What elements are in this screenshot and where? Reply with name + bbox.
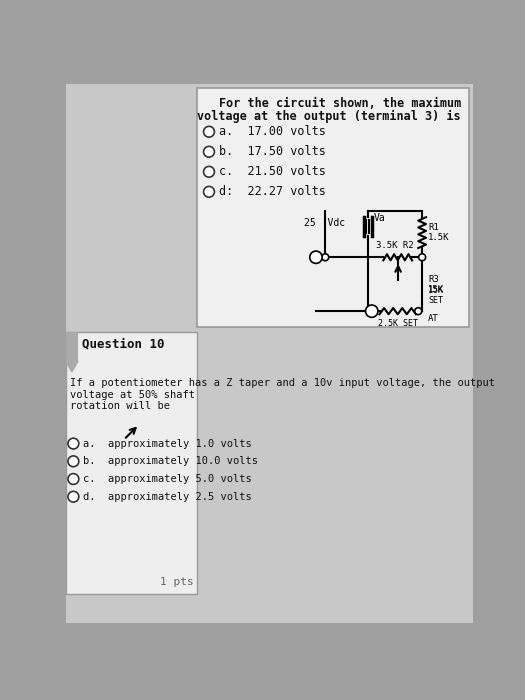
Text: c.  21.50 volts: c. 21.50 volts: [219, 165, 326, 178]
Circle shape: [68, 456, 79, 467]
Text: For the circuit shown, the maximum: For the circuit shown, the maximum: [218, 97, 461, 110]
Circle shape: [204, 146, 214, 158]
Text: Question 10: Question 10: [82, 338, 164, 351]
Text: R1
1.5K: R1 1.5K: [428, 223, 450, 242]
Circle shape: [310, 251, 322, 263]
Text: b.  17.50 volts: b. 17.50 volts: [219, 146, 326, 158]
Text: 2.5K SET: 2.5K SET: [377, 319, 418, 328]
Circle shape: [204, 126, 214, 137]
Circle shape: [418, 254, 426, 260]
Circle shape: [68, 491, 79, 502]
Text: AT: AT: [428, 314, 439, 323]
Circle shape: [415, 308, 422, 314]
Text: c.  approximately 5.0 volts: c. approximately 5.0 volts: [82, 474, 251, 484]
Text: d.  approximately 2.5 volts: d. approximately 2.5 volts: [82, 491, 251, 502]
Text: voltage at the output (terminal 3) is: voltage at the output (terminal 3) is: [197, 109, 461, 122]
Text: Va: Va: [374, 213, 386, 223]
Text: a.  approximately 1.0 volts: a. approximately 1.0 volts: [82, 439, 251, 449]
Circle shape: [204, 186, 214, 197]
Bar: [66, 332, 78, 361]
Circle shape: [204, 167, 214, 177]
Text: 15K
SET: 15K SET: [428, 286, 443, 305]
Text: b.  approximately 10.0 volts: b. approximately 10.0 volts: [82, 456, 258, 466]
Circle shape: [365, 305, 378, 317]
Text: 3.5K R2: 3.5K R2: [376, 241, 414, 250]
Text: If a potentiometer has a Z taper and a 10v input voltage, the output voltage at : If a potentiometer has a Z taper and a 1…: [69, 378, 495, 412]
Circle shape: [68, 474, 79, 484]
Text: 25  Vdc: 25 Vdc: [303, 218, 344, 228]
Circle shape: [322, 254, 329, 260]
Polygon shape: [66, 361, 78, 372]
FancyBboxPatch shape: [66, 332, 197, 594]
Text: a.  17.00 volts: a. 17.00 volts: [219, 125, 326, 138]
FancyBboxPatch shape: [197, 88, 469, 326]
Circle shape: [68, 438, 79, 449]
Bar: [66, 84, 205, 623]
Text: d:  22.27 volts: d: 22.27 volts: [219, 186, 326, 198]
Text: 1 pts: 1 pts: [160, 578, 194, 587]
Text: R3
15K: R3 15K: [428, 274, 445, 294]
